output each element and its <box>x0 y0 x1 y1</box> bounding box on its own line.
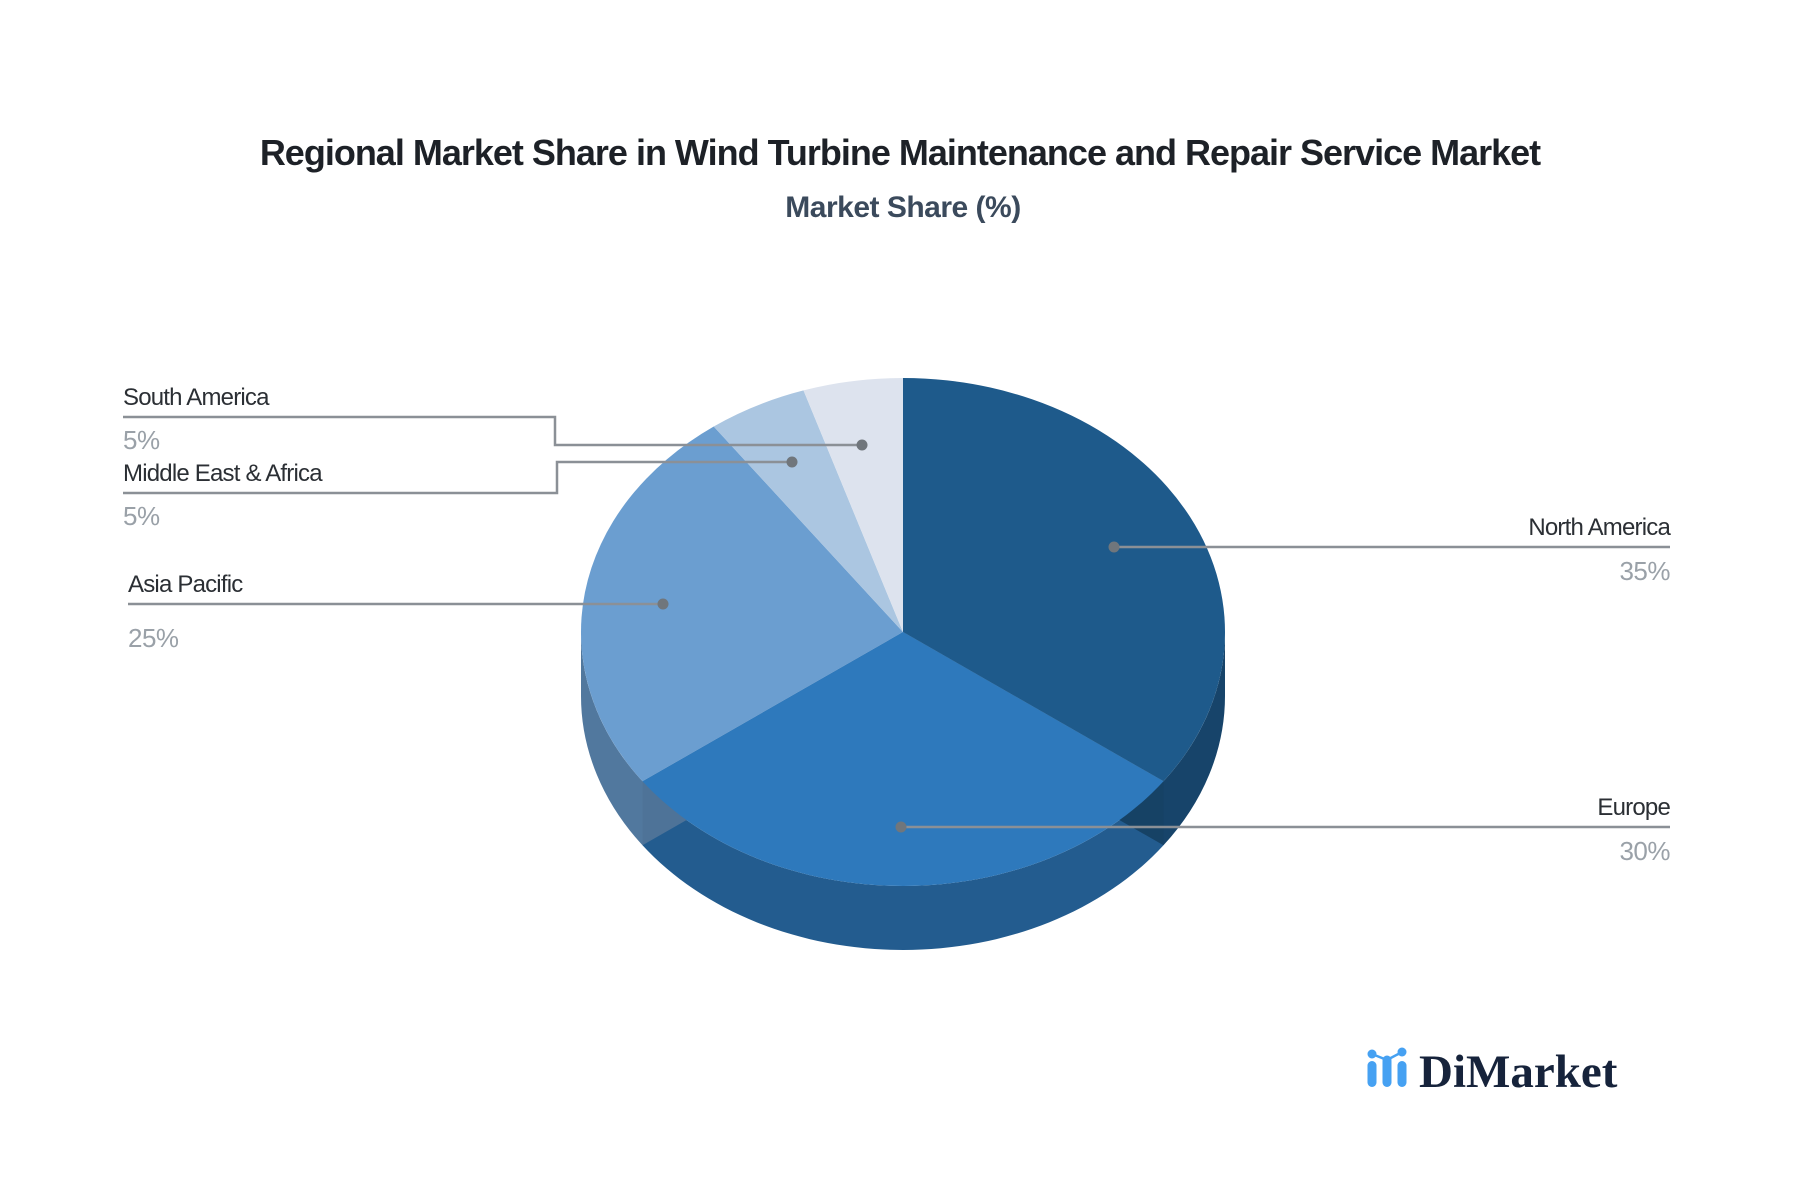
pie-slice-south-america[interactable] <box>803 378 903 632</box>
callout-value: 5% <box>123 425 160 455</box>
logo-dot-right <box>1397 1047 1407 1057</box>
callout-label: South America <box>123 384 270 411</box>
callout-line <box>123 415 862 447</box>
pie-slice-europe[interactable] <box>642 632 1164 886</box>
callout-value: 25% <box>128 623 179 653</box>
callout-dot <box>895 821 907 833</box>
callout-label: Europe <box>1597 794 1670 821</box>
logo-bar-left <box>1367 1061 1377 1087</box>
callout-label: Middle East & Africa <box>123 460 323 487</box>
logo: DiMarket <box>1367 1046 1618 1098</box>
callout-dot <box>657 598 669 610</box>
callout-value: 30% <box>1619 836 1670 866</box>
callout-south-america: South America 5% <box>123 384 868 455</box>
pie-slice-asia-pacific[interactable] <box>581 426 903 782</box>
callout-north-america: North America 35% <box>1108 514 1672 586</box>
logo-dot-middle <box>1382 1055 1392 1065</box>
callout-value: 35% <box>1619 556 1670 586</box>
callout-label: North America <box>1528 514 1671 541</box>
logo-dot-left <box>1367 1049 1377 1059</box>
logo-bar-middle <box>1382 1057 1392 1087</box>
callout-value: 5% <box>123 501 160 531</box>
callout-dot <box>856 439 868 451</box>
pie-rim-north-america <box>1163 632 1225 846</box>
pie-slice-middle-east-africa[interactable] <box>713 390 903 632</box>
callout-line <box>123 460 792 495</box>
pie-rim-europe <box>642 781 1164 950</box>
logo-bar-right <box>1397 1061 1407 1087</box>
callout-label: Asia Pacific <box>128 571 243 598</box>
callout-dot <box>786 456 798 468</box>
callout-middle-east-africa: Middle East & Africa 5% <box>123 456 798 531</box>
logo-text: DiMarket <box>1419 1046 1618 1098</box>
callout-dot <box>1108 541 1120 553</box>
pie: North America 35% Europe 30% Asia Pacific 25%… <box>123 378 1672 950</box>
chart-subtitle: Market Share (%) <box>785 191 1020 224</box>
callout-asia-pacific: Asia Pacific 25% <box>128 571 669 653</box>
chart-title: Regional Market Share in Wind Turbine Ma… <box>260 132 1541 173</box>
pie-slice-north-america[interactable] <box>903 378 1225 782</box>
callout-europe: Europe 30% <box>895 794 1671 866</box>
pie-rim-asia-pacific <box>581 632 643 846</box>
